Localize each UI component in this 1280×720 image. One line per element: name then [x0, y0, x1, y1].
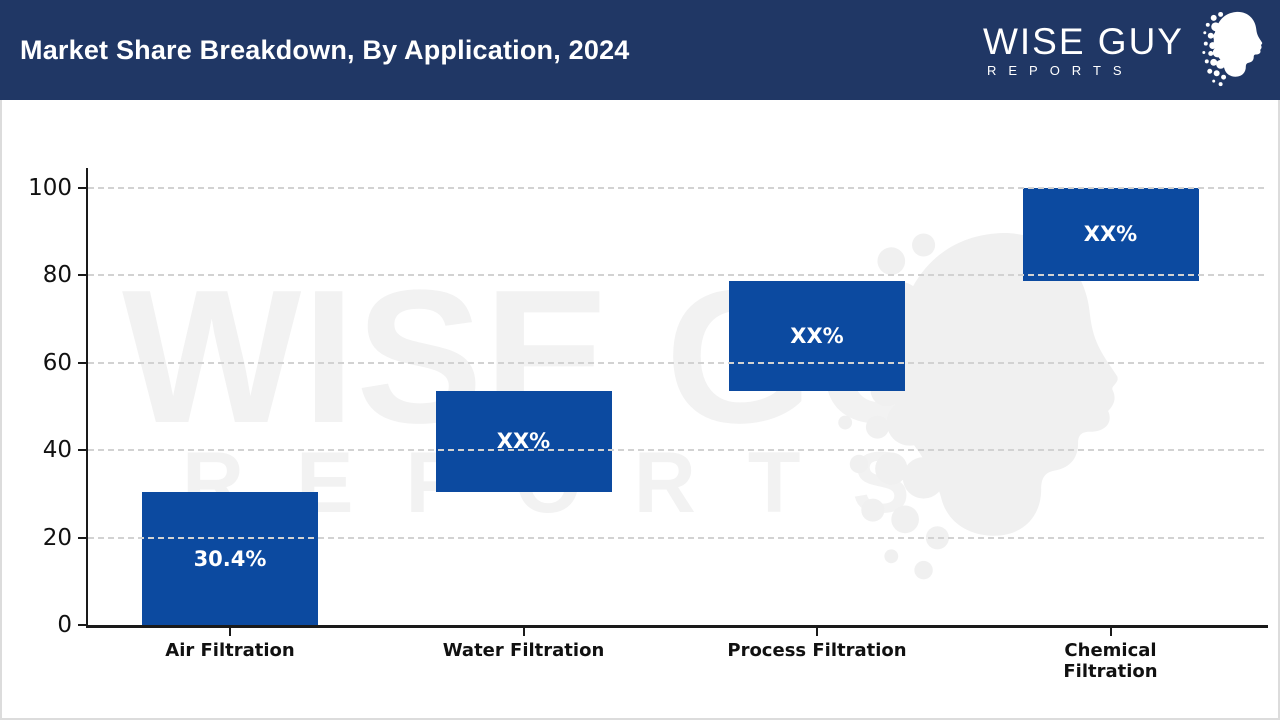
bar-chemical-filtration: XX% [1022, 187, 1199, 282]
bar-value-label: XX% [1083, 222, 1138, 247]
page-title: Market Share Breakdown, By Application, … [20, 34, 630, 65]
bar-value-label: XX% [496, 429, 551, 454]
bar-water-filtration: XX% [435, 390, 612, 492]
bar-value-label: 30.4% [193, 546, 267, 571]
bar-process-filtration: XX% [729, 281, 905, 391]
wiseguy-logo: WISE GUY REPORTS [983, 8, 1280, 92]
header-bar: Market Share Breakdown, By Application, … [0, 0, 1280, 100]
logo-brand-subtitle: REPORTS [986, 63, 1134, 78]
bar-value-label: XX% [790, 323, 844, 348]
bar-air-filtration: 30.4% [142, 492, 318, 625]
logo-brand-name: WISE GUY [982, 21, 1184, 62]
logo-head-icon [1202, 11, 1263, 87]
logo-text: WISE GUY REPORTS [983, 23, 1184, 77]
